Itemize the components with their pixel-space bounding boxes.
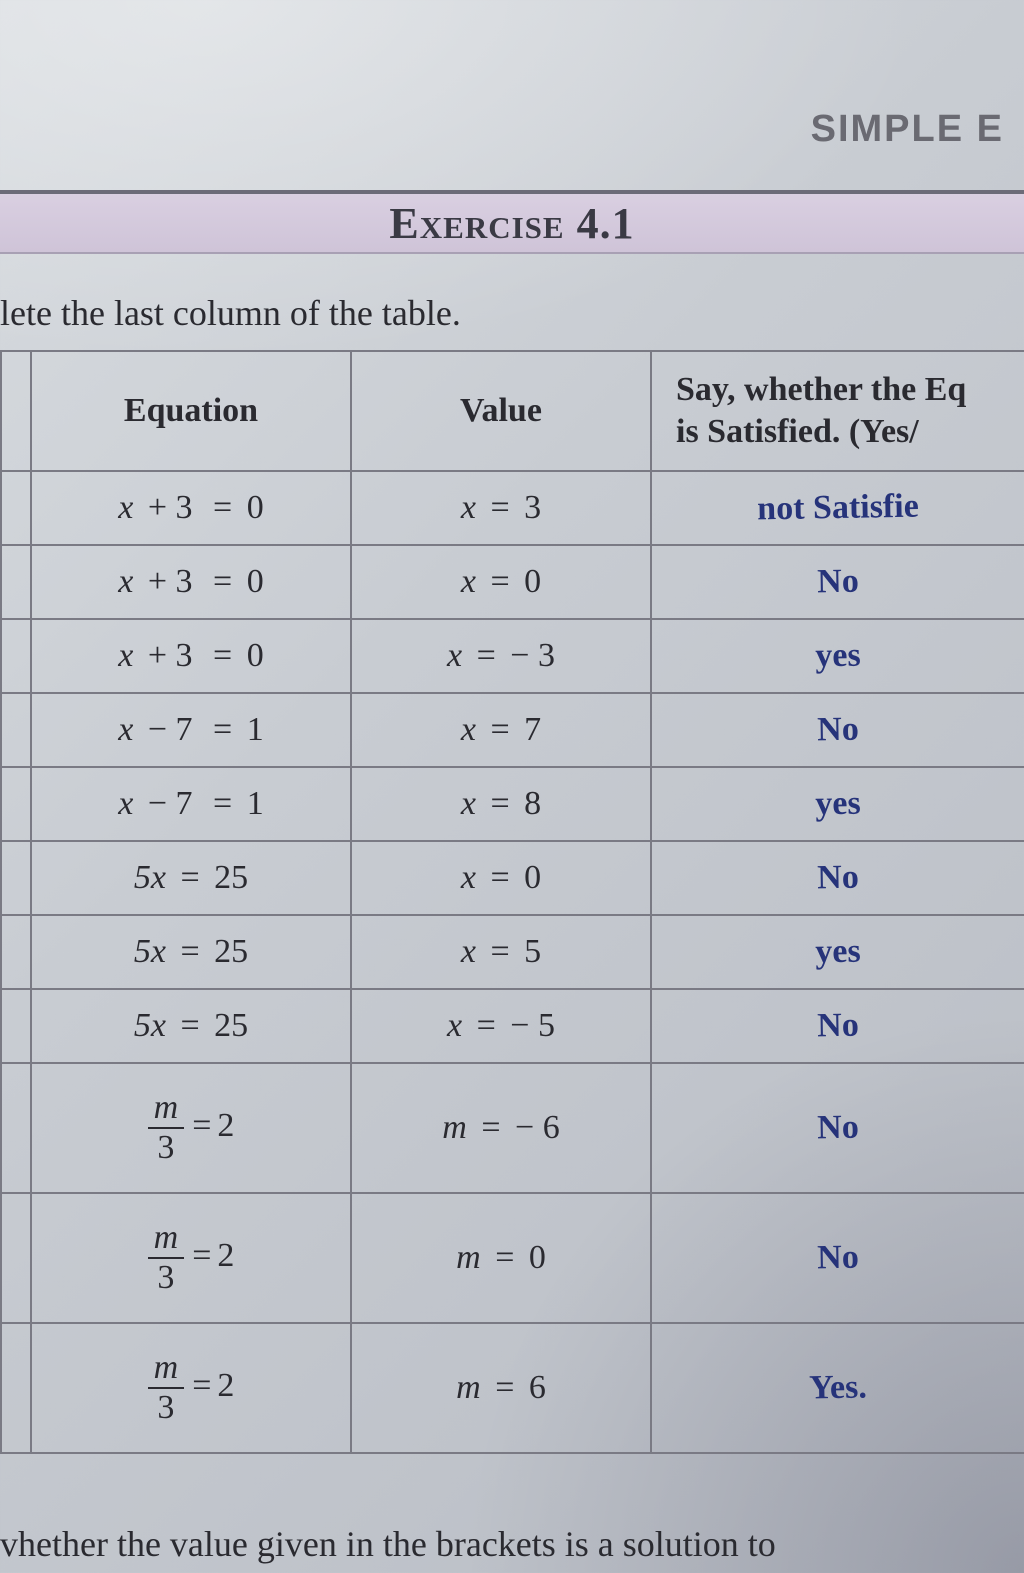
value-cell: x = − 3 bbox=[351, 619, 651, 693]
table-row: m3=2m = 0No bbox=[1, 1193, 1024, 1323]
equation-cell: 5x = 25 bbox=[31, 841, 351, 915]
answer-cell: No bbox=[650, 542, 1024, 623]
equation-cell: m3=2 bbox=[31, 1323, 351, 1453]
equation-cell: m3=2 bbox=[31, 1063, 351, 1193]
value-cell: m = 6 bbox=[351, 1323, 651, 1453]
header-satisfied-line1: Say, whether the Eq bbox=[676, 371, 966, 408]
table-row: x + 3 = 0x = − 3yes bbox=[1, 619, 1024, 693]
table-row: x + 3 = 0x = 0No bbox=[1, 545, 1024, 619]
value-cell: x = 0 bbox=[351, 841, 651, 915]
row-stub bbox=[1, 915, 31, 989]
row-stub bbox=[1, 619, 31, 693]
table-row: 5x = 25x = 5yes bbox=[1, 915, 1024, 989]
table-row: x − 7 = 1x = 8yes bbox=[1, 767, 1024, 841]
row-stub bbox=[1, 841, 31, 915]
row-stub bbox=[1, 545, 31, 619]
answer-cell: not Satisfie bbox=[650, 468, 1024, 549]
row-stub bbox=[1, 471, 31, 545]
table-row: 5x = 25x = − 5No bbox=[1, 989, 1024, 1063]
chapter-label: SIMPLE E bbox=[811, 108, 1004, 151]
table-header-row: Equation Value Say, whether the Eq is Sa… bbox=[1, 351, 1024, 471]
value-cell: x = 7 bbox=[351, 693, 651, 767]
equation-cell: x + 3 = 0 bbox=[31, 619, 351, 693]
header-satisfied-line2: is Satisfied. (Yes/ bbox=[676, 413, 919, 450]
equation-cell: m3=2 bbox=[31, 1193, 351, 1323]
table-row: x − 7 = 1x = 7No bbox=[1, 693, 1024, 767]
answer-cell: yes bbox=[650, 764, 1024, 845]
row-stub bbox=[1, 693, 31, 767]
value-cell: x = 3 bbox=[351, 471, 651, 545]
value-cell: m = − 6 bbox=[351, 1063, 651, 1193]
equation-cell: x − 7 = 1 bbox=[31, 693, 351, 767]
header-value: Value bbox=[351, 351, 651, 471]
row-stub bbox=[1, 1323, 31, 1453]
value-cell: x = 0 bbox=[351, 545, 651, 619]
answer-cell: No bbox=[650, 1190, 1024, 1327]
value-cell: x = 8 bbox=[351, 767, 651, 841]
answer-cell: yes bbox=[650, 616, 1024, 697]
table-row: 5x = 25x = 0No bbox=[1, 841, 1024, 915]
answer-cell: yes bbox=[650, 912, 1024, 993]
answer-cell: No bbox=[650, 986, 1024, 1067]
value-cell: x = 5 bbox=[351, 915, 651, 989]
table-row: m3=2m = − 6No bbox=[1, 1063, 1024, 1193]
intro-text: lete the last column of the table. bbox=[0, 292, 461, 334]
equation-cell: x + 3 = 0 bbox=[31, 545, 351, 619]
row-stub bbox=[1, 1193, 31, 1323]
exercise-banner: Exercise 4.1 bbox=[0, 190, 1024, 254]
exercise-table: Equation Value Say, whether the Eq is Sa… bbox=[0, 350, 1024, 1454]
table-row: m3=2m = 6Yes. bbox=[1, 1323, 1024, 1453]
table-row: x + 3 = 0x = 3not Satisfie bbox=[1, 471, 1024, 545]
equation-cell: x + 3 = 0 bbox=[31, 471, 351, 545]
value-cell: x = − 5 bbox=[351, 989, 651, 1063]
header-satisfied: Say, whether the Eq is Satisfied. (Yes/ bbox=[651, 351, 1024, 471]
equation-cell: x − 7 = 1 bbox=[31, 767, 351, 841]
row-stub bbox=[1, 989, 31, 1063]
answer-cell: No bbox=[650, 690, 1024, 771]
equation-cell: 5x = 25 bbox=[31, 915, 351, 989]
footer-text: vhether the value given in the brackets … bbox=[0, 1523, 776, 1565]
header-equation: Equation bbox=[31, 351, 351, 471]
value-cell: m = 0 bbox=[351, 1193, 651, 1323]
answer-cell: No bbox=[650, 1060, 1024, 1197]
row-stub bbox=[1, 767, 31, 841]
equation-cell: 5x = 25 bbox=[31, 989, 351, 1063]
row-stub bbox=[1, 1063, 31, 1193]
header-blank bbox=[1, 351, 31, 471]
answer-cell: No bbox=[650, 838, 1024, 919]
exercise-title: Exercise 4.1 bbox=[389, 198, 634, 249]
answer-cell: Yes. bbox=[650, 1320, 1024, 1457]
